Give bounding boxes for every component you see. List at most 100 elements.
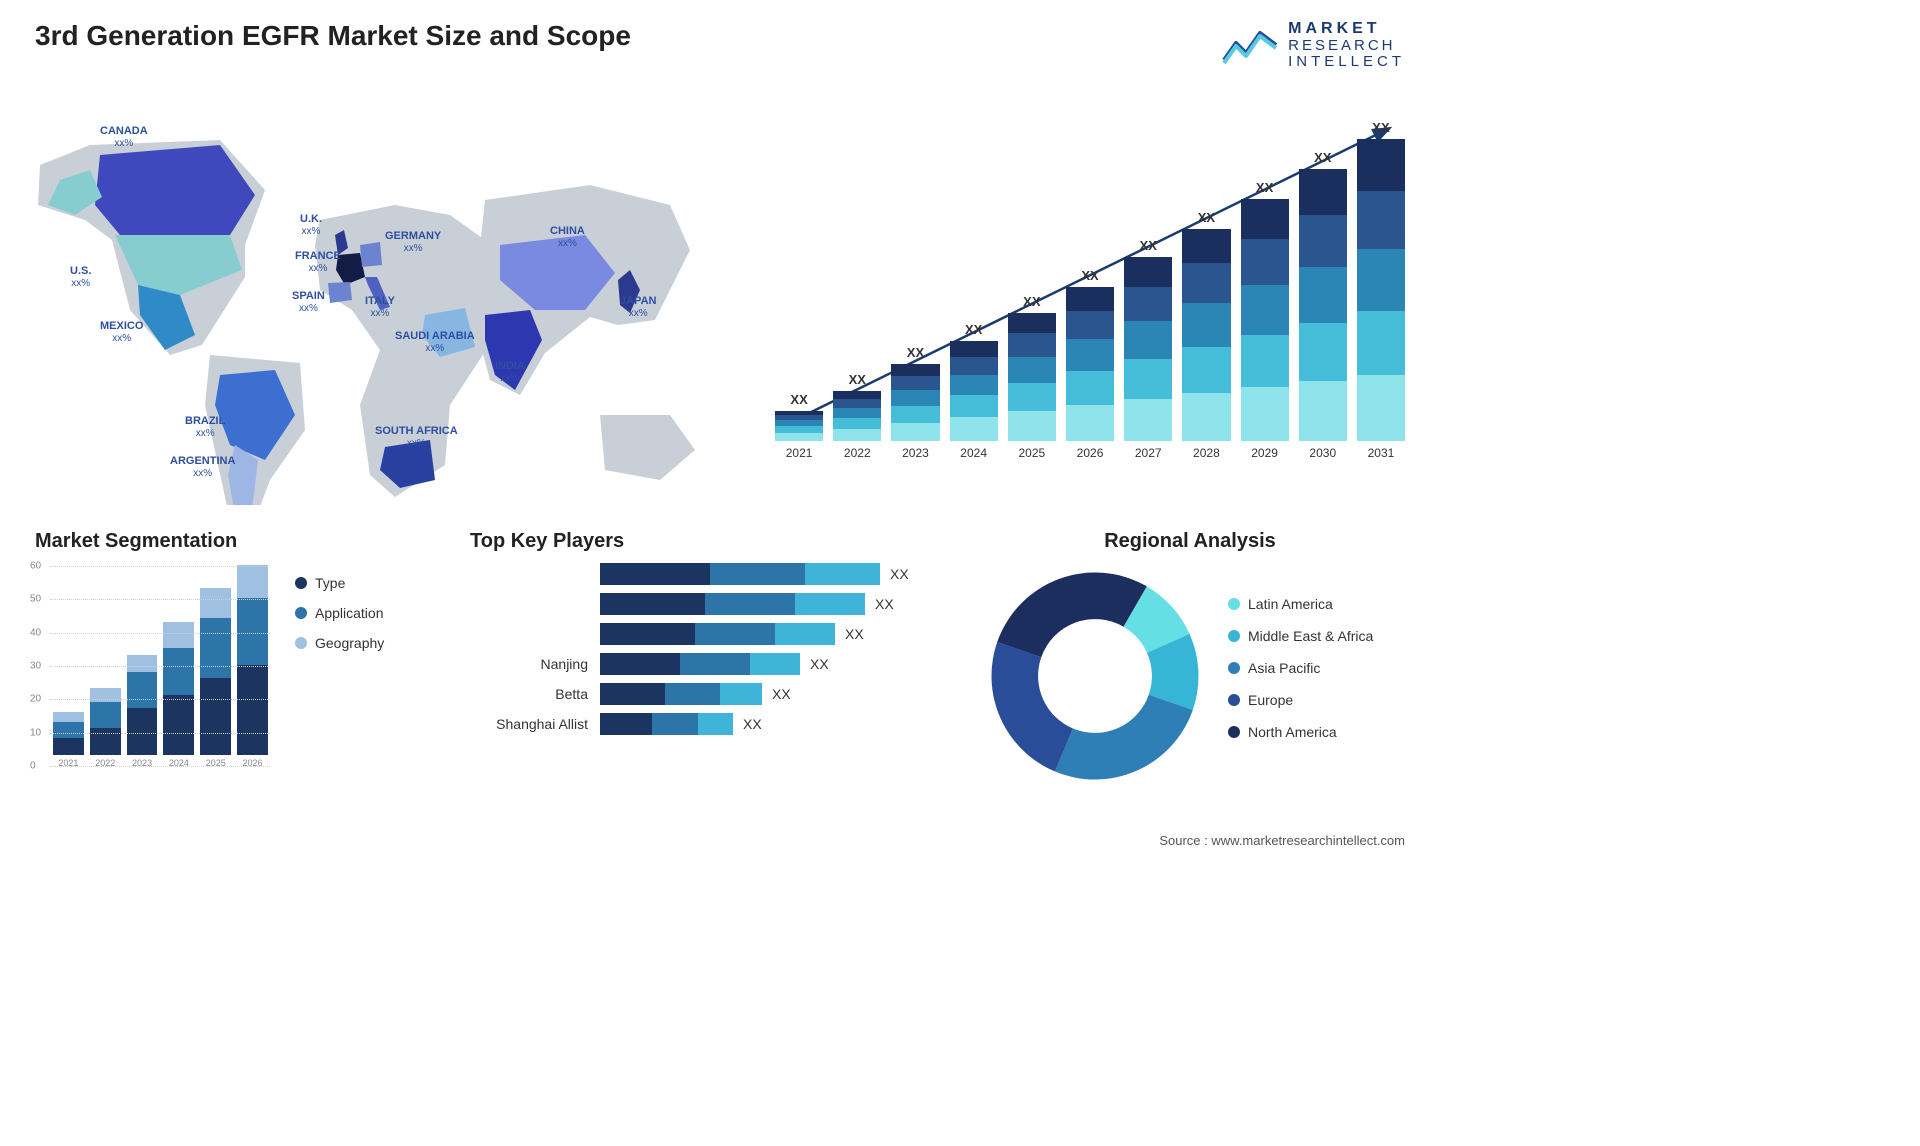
- seg-col-2021: 2021: [53, 712, 84, 768]
- forecast-seg: [1299, 323, 1347, 381]
- legend-label: Europe: [1248, 692, 1293, 708]
- forecast-year-label: 2024: [960, 446, 987, 460]
- legend-swatch: [1228, 662, 1240, 674]
- segmentation-legend: TypeApplicationGeography: [295, 575, 384, 665]
- player-bar: [600, 653, 800, 675]
- forecast-value-label: XX: [1140, 238, 1157, 253]
- forecast-seg: [1066, 311, 1114, 339]
- forecast-col-2025: XX2025: [1008, 294, 1056, 460]
- forecast-chart-region: XX2021XX2022XX2023XX2024XX2025XX2026XX20…: [775, 95, 1405, 485]
- forecast-value-label: XX: [790, 392, 807, 407]
- player-row: BettaXX: [470, 683, 950, 705]
- forecast-seg: [1299, 381, 1347, 441]
- forecast-seg: [1182, 303, 1230, 347]
- forecast-seg: [1008, 333, 1056, 357]
- player-bar-seg: [805, 563, 880, 585]
- forecast-col-2026: XX 2026: [1066, 268, 1114, 460]
- forecast-seg: [1124, 321, 1172, 359]
- source-text: Source : www.marketresearchintellect.com: [1159, 833, 1405, 848]
- forecast-seg: [1008, 383, 1056, 411]
- player-bar-seg: [695, 623, 775, 645]
- player-bar: [600, 683, 762, 705]
- forecast-year-label: 2028: [1193, 446, 1220, 460]
- forecast-seg: [950, 341, 998, 357]
- forecast-col-2021: XX2021: [775, 392, 823, 460]
- donut-title: Regional Analysis: [980, 530, 1400, 553]
- forecast-seg: [1066, 339, 1114, 371]
- player-row: XX: [470, 563, 950, 585]
- player-bar: [600, 713, 733, 735]
- forecast-seg: [891, 406, 939, 423]
- player-bar-seg: [600, 623, 695, 645]
- forecast-col-2022: XX2022: [833, 372, 881, 460]
- seg-ytick: 50: [30, 594, 41, 605]
- seg-bar-seg: [200, 678, 231, 755]
- forecast-seg: [1357, 191, 1405, 249]
- seg-bar-seg: [53, 712, 84, 722]
- player-bar-seg: [710, 563, 805, 585]
- map-label-china: CHINAxx%: [550, 225, 585, 249]
- forecast-seg: [833, 418, 881, 429]
- player-value: XX: [845, 626, 864, 642]
- seg-bar-seg: [127, 655, 158, 672]
- forecast-seg: [1124, 359, 1172, 399]
- forecast-seg: [775, 433, 823, 441]
- forecast-seg: [1008, 313, 1056, 333]
- seg-col-2023: 2023: [127, 655, 158, 768]
- forecast-seg: [891, 376, 939, 390]
- legend-label: Latin America: [1248, 596, 1333, 612]
- brand-icon: [1222, 25, 1278, 65]
- forecast-value-label: XX: [907, 345, 924, 360]
- player-bar-seg: [795, 593, 865, 615]
- map-label-u-k-: U.K.xx%: [300, 213, 322, 237]
- player-value: XX: [810, 656, 829, 672]
- forecast-col-2023: XX 2023: [891, 345, 939, 460]
- brand-line2: RESEARCH: [1288, 38, 1405, 55]
- seg-ytick: 40: [30, 627, 41, 638]
- forecast-seg: [1182, 263, 1230, 303]
- seg-legend-item: Type: [295, 575, 384, 591]
- donut-legend-item: Middle East & Africa: [1228, 628, 1373, 644]
- seg-bar-seg: [53, 738, 84, 755]
- brand-logo: MARKET RESEARCH INTELLECT: [1222, 20, 1405, 71]
- player-bar-seg: [705, 593, 795, 615]
- forecast-year-label: 2023: [902, 446, 929, 460]
- player-value: XX: [890, 566, 909, 582]
- player-row: Shanghai AllistXX: [470, 713, 950, 735]
- map-label-india: INDIAxx%: [495, 360, 525, 384]
- forecast-seg: [775, 426, 823, 433]
- seg-col-2025: 2025: [200, 588, 231, 768]
- seg-ytick: 20: [30, 694, 41, 705]
- forecast-year-label: 2026: [1077, 446, 1104, 460]
- player-bar-seg: [600, 683, 665, 705]
- forecast-seg: [1124, 257, 1172, 287]
- seg-gridline: [50, 566, 270, 567]
- legend-swatch: [295, 637, 307, 649]
- player-bar-seg: [698, 713, 733, 735]
- brand-line1: MARKET: [1288, 20, 1405, 38]
- player-value: XX: [772, 686, 791, 702]
- forecast-col-2024: XX2024: [950, 322, 998, 460]
- seg-bar-seg: [127, 672, 158, 709]
- legend-label: North America: [1248, 724, 1337, 740]
- map-label-argentina: ARGENTINAxx%: [170, 455, 235, 479]
- forecast-seg: [950, 395, 998, 417]
- donut-slice: [1055, 695, 1193, 780]
- player-value: XX: [743, 716, 762, 732]
- forecast-seg: [950, 357, 998, 375]
- player-label: Nanjing: [470, 656, 600, 672]
- forecast-value-label: XX: [1081, 268, 1098, 283]
- seg-ytick: 10: [30, 727, 41, 738]
- seg-bar-seg: [200, 588, 231, 618]
- forecast-bars: XX2021XX2022XX2023XX2024XX2025XX2026XX20…: [775, 130, 1405, 460]
- forecast-seg: [833, 429, 881, 441]
- donut-legend-item: Europe: [1228, 692, 1373, 708]
- donut-legend-item: Asia Pacific: [1228, 660, 1373, 676]
- forecast-seg: [1241, 285, 1289, 335]
- forecast-seg: [1008, 411, 1056, 441]
- forecast-seg: [1357, 249, 1405, 311]
- player-row: XX: [470, 593, 950, 615]
- seg-gridline: [50, 766, 270, 767]
- world-map-region: CANADAxx%U.S.xx%MEXICOxx%BRAZILxx%ARGENT…: [30, 85, 710, 505]
- donut-chart: [980, 561, 1210, 791]
